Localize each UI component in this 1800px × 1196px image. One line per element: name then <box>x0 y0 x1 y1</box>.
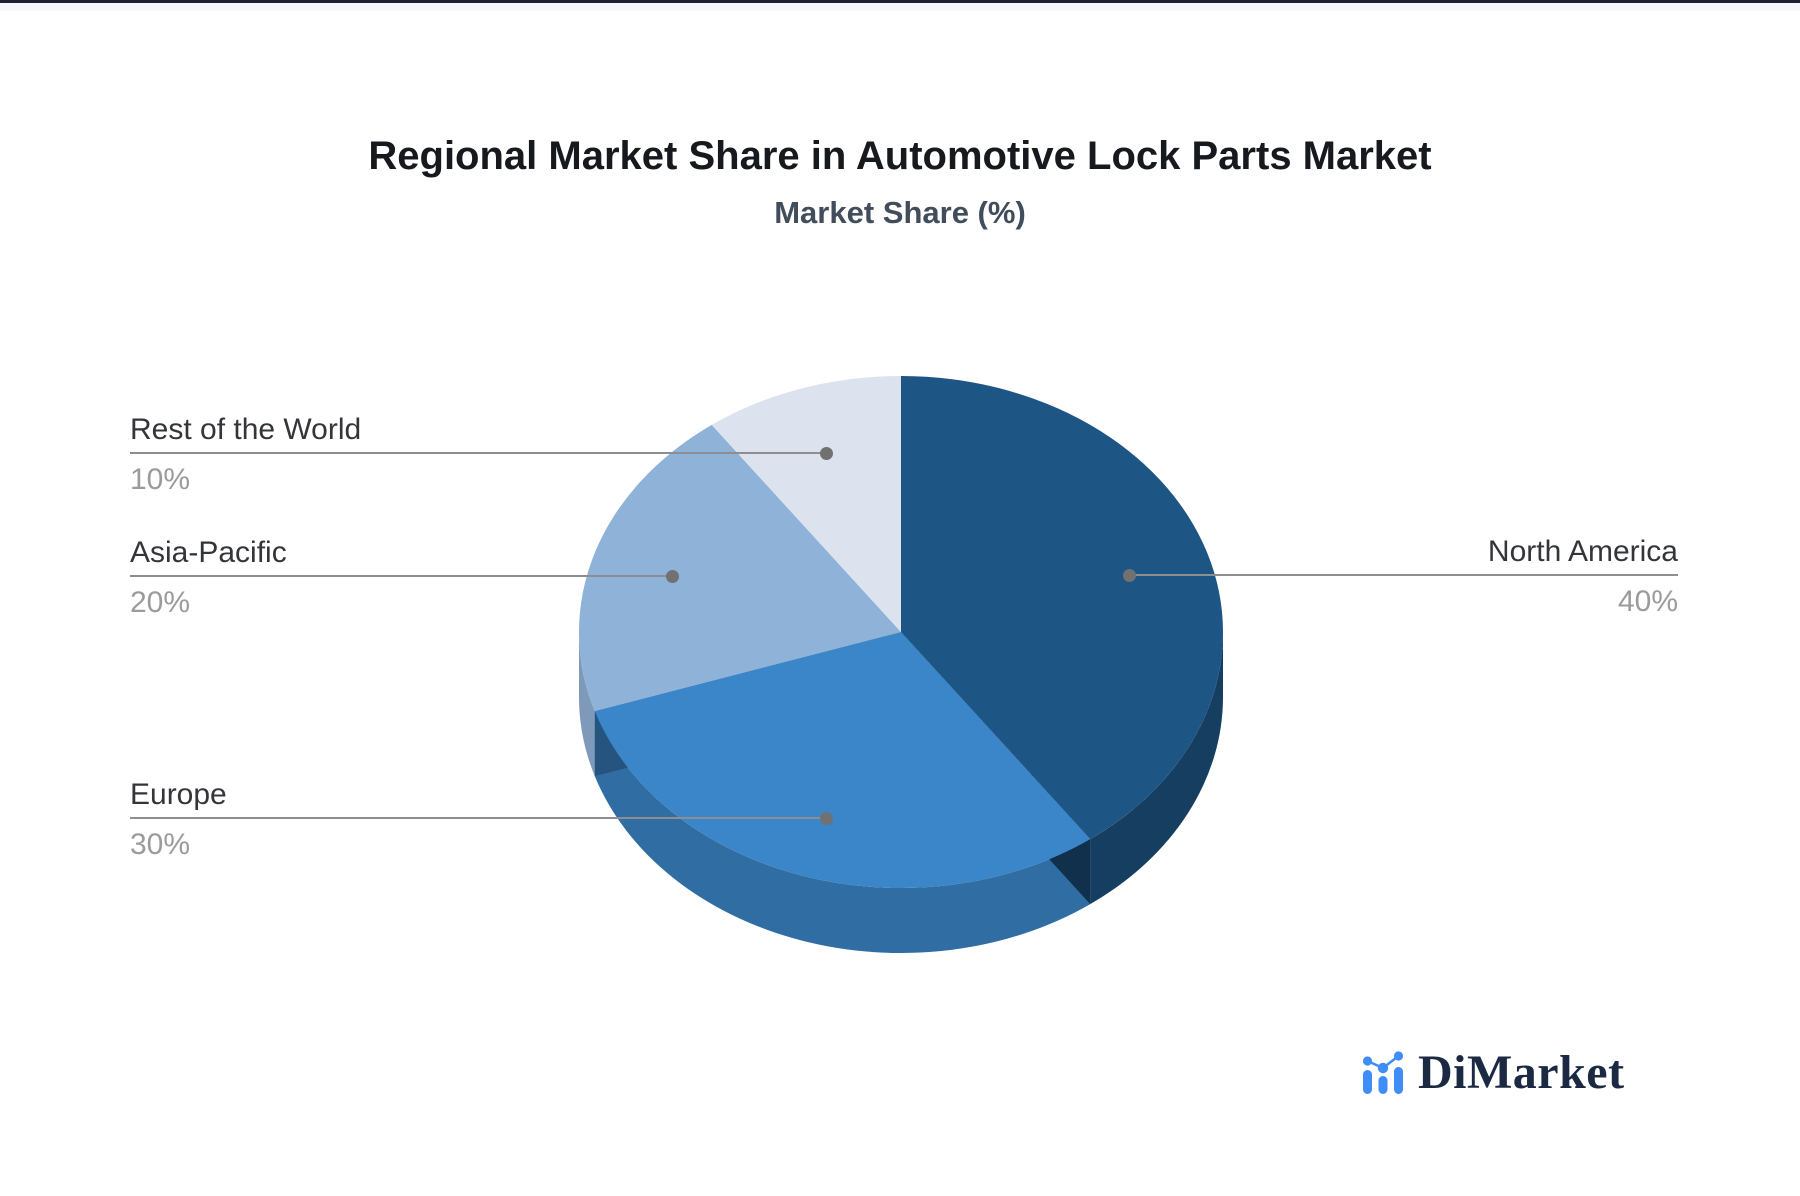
slice-percent: 20% <box>130 586 191 619</box>
slice-label-text: North America <box>1487 535 1678 568</box>
pie-slice-north-america[interactable] <box>901 376 1223 840</box>
dimarket-logo: DiMarket <box>1360 1040 1625 1104</box>
slice-label-north-america: North America 40% <box>1123 534 1678 620</box>
slice-label-text: Asia-Pacific <box>130 536 287 569</box>
slice-label-rest-of-the-world: Rest of the World 10% <box>130 412 833 498</box>
brand-icon-part <box>1363 1070 1372 1094</box>
slice-label-europe: Europe 30% <box>130 777 833 863</box>
chart-title: Regional Market Share in Automotive Lock… <box>368 134 1432 178</box>
pie-slice-asia-pacific[interactable] <box>579 424 901 712</box>
brand-icon-part <box>1393 1051 1404 1061</box>
slice-label-text: Europe <box>130 778 227 811</box>
slice-label-text: Rest of the World <box>130 413 362 446</box>
bar-line-chart-icon <box>1362 1051 1404 1094</box>
brand-icon-part <box>1377 1062 1389 1074</box>
pie-slice-rest-of-the-world[interactable] <box>711 376 901 632</box>
brand-icon-part <box>1362 1056 1373 1066</box>
pie-slice-europe[interactable] <box>594 632 1091 888</box>
leader-line <box>130 446 833 460</box>
leader-line <box>130 811 833 825</box>
brand-icon-part <box>1394 1067 1403 1094</box>
pie-slice-side-asia-pacific <box>579 632 595 777</box>
chart-subtitle: Market Share (%) <box>774 195 1026 230</box>
slice-percent: 40% <box>1617 585 1678 618</box>
top-tint-strip <box>0 3 1800 11</box>
top-border <box>0 0 1800 3</box>
leader-line <box>1123 568 1678 582</box>
slice-label-asia-pacific: Asia-Pacific 20% <box>130 535 679 621</box>
brand-name: DiMarket <box>1418 1045 1625 1099</box>
pie-slice-side-north-america <box>1090 632 1223 905</box>
brand-icon-part <box>1378 1076 1388 1094</box>
slice-percent: 30% <box>130 828 191 861</box>
pie-slice-side-europe <box>594 711 1091 953</box>
leader-line <box>130 569 679 583</box>
slice-percent: 10% <box>130 463 191 496</box>
